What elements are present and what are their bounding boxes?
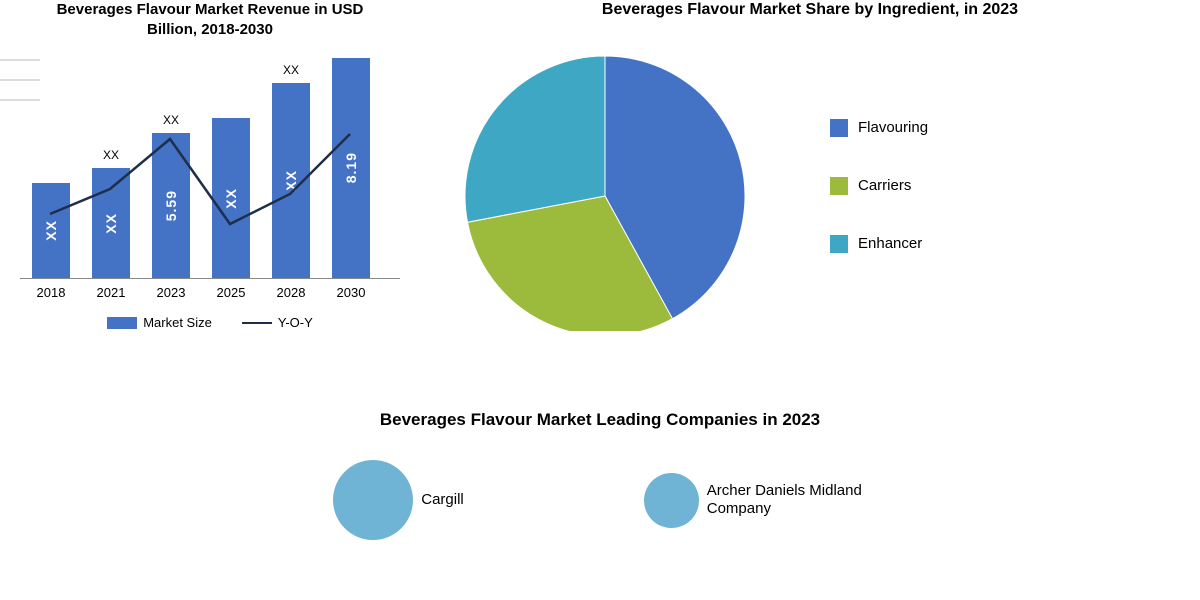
bar-chart-title: Beverages Flavour Market Revenue in USD … [20, 0, 400, 39]
company-label: Archer Daniels Midland Company [707, 482, 867, 518]
company-item: Cargill [333, 460, 464, 540]
bar-group: XX XX [270, 63, 312, 278]
bar-value: 8.19 [343, 152, 359, 183]
pie-legend-item: Flavouring [830, 119, 928, 137]
bar: XX [272, 83, 310, 278]
companies-panel: Beverages Flavour Market Leading Compani… [0, 400, 1200, 550]
x-axis-labels: 2018 2021 2023 2025 2028 2030 [20, 279, 400, 300]
bar-value: XX [43, 220, 59, 241]
pie-chart-panel: Beverages Flavour Market Share by Ingred… [420, 0, 1200, 400]
pie-legend-item: Carriers [830, 177, 928, 195]
legend-swatch-icon [830, 119, 848, 137]
bar-top-label: XX [163, 113, 179, 129]
bar-group: XX 5.59 [150, 113, 192, 278]
bar-value: XX [103, 213, 119, 234]
top-region: Beverages Flavour Market Revenue in USD … [0, 0, 1200, 400]
x-axis-label: 2030 [330, 285, 372, 300]
bar-group: 8.19 [330, 38, 372, 278]
bar-chart-panel: Beverages Flavour Market Revenue in USD … [0, 0, 420, 400]
pie-chart [440, 41, 800, 331]
bar: 8.19 [332, 58, 370, 278]
bar: XX [32, 183, 70, 278]
x-axis-label: 2028 [270, 285, 312, 300]
legend-bar-label: Market Size [143, 315, 212, 330]
bar-value: XX [283, 170, 299, 191]
pie-legend: Flavouring Carriers Enhancer [830, 119, 928, 253]
pie-legend-label: Flavouring [858, 119, 928, 136]
pie-content: Flavouring Carriers Enhancer [440, 41, 1180, 331]
bar: XX [92, 168, 130, 278]
bars-row: XX XX XX XX 5.59 XX XX XX 8.19 [20, 49, 400, 279]
legend-market-size: Market Size [107, 315, 212, 330]
company-item: Archer Daniels Midland Company [644, 460, 867, 540]
company-bubble-icon [333, 460, 413, 540]
legend-swatch-icon [830, 235, 848, 253]
pie-svg-wrap [440, 41, 800, 331]
legend-line-label: Y-O-Y [278, 315, 313, 330]
pie-legend-label: Carriers [858, 177, 911, 194]
bar: 5.59 [152, 133, 190, 278]
x-axis-label: 2023 [150, 285, 192, 300]
company-label: Cargill [421, 491, 464, 509]
bar-group: XX XX [90, 148, 132, 278]
bar-top-label: XX [283, 63, 299, 79]
bar-chart-legend: Market Size Y-O-Y [20, 315, 400, 330]
companies-title: Beverages Flavour Market Leading Compani… [40, 410, 1160, 430]
bar-top-label: XX [103, 148, 119, 164]
pie-legend-item: Enhancer [830, 235, 928, 253]
legend-swatch-bar-icon [107, 317, 137, 329]
bar-group: XX [210, 98, 252, 278]
x-axis-label: 2021 [90, 285, 132, 300]
x-axis-label: 2025 [210, 285, 252, 300]
company-bubble-icon [644, 473, 699, 528]
bar-chart-area: XXXXXXXX5.59XXXXXX8.19 20182021202320252… [20, 49, 400, 299]
pie-chart-title: Beverages Flavour Market Share by Ingred… [440, 0, 1180, 21]
pie-slice [465, 56, 605, 222]
companies-row: Cargill Archer Daniels Midland Company [40, 460, 1160, 540]
bar-group: XX [30, 163, 72, 278]
bar: XX [212, 118, 250, 278]
pie-legend-label: Enhancer [858, 235, 922, 252]
legend-yoy: Y-O-Y [242, 315, 313, 330]
legend-swatch-line-icon [242, 322, 272, 324]
bar-value: 5.59 [163, 190, 179, 221]
legend-swatch-icon [830, 177, 848, 195]
bar-value: XX [223, 188, 239, 209]
x-axis-label: 2018 [30, 285, 72, 300]
